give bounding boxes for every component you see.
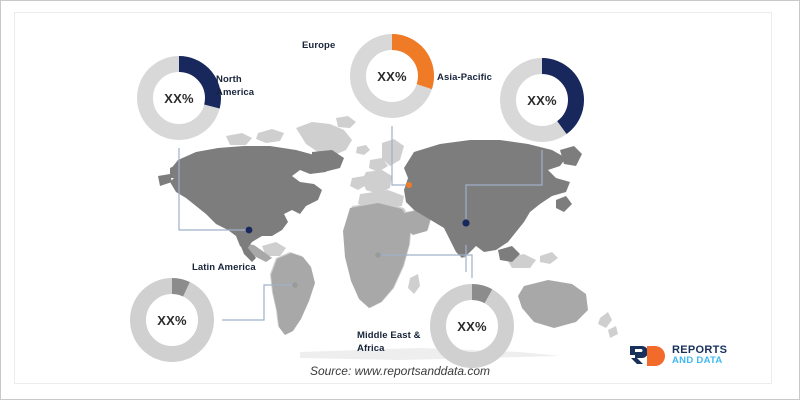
donut-latin-america[interactable]: XX%: [124, 272, 220, 368]
marker-europe: [406, 182, 412, 188]
map-connectors: [178, 126, 543, 321]
region-label-latin-america: Latin America: [192, 262, 256, 273]
marker-latin-america: [292, 282, 298, 288]
donut-europe[interactable]: XX%: [344, 28, 440, 124]
region-label-asia-pacific: Asia-Pacific: [437, 72, 493, 83]
donut-segment: [137, 56, 221, 140]
logo-wordmark: REPORTS AND DATA: [672, 343, 728, 366]
donut-latin-america-svg: [130, 278, 214, 362]
map-markers: [245, 182, 470, 288]
map-land-highlight: [158, 140, 582, 262]
region-label-middle-east-africa: Middle East & Africa: [357, 330, 421, 354]
donut-segment: [500, 58, 584, 142]
donut-track: [130, 278, 214, 362]
donut-asia-pacific[interactable]: XX%: [494, 52, 590, 148]
rd-monogram-icon: [630, 346, 665, 366]
donut-segment: [430, 284, 514, 368]
reports-and-data-logo: REPORTS AND DATA: [628, 344, 727, 366]
marker-middle-east-africa: [375, 252, 381, 258]
donut-middle-east-africa[interactable]: XX%: [424, 278, 520, 374]
source-caption: Source: www.reportsanddata.com: [309, 364, 491, 378]
region-label-europe: Europe: [302, 40, 336, 51]
donut-track: [430, 284, 514, 368]
donut-middle-east-africa-svg: [430, 284, 514, 368]
donut-north-america-svg: [137, 56, 221, 140]
donut-europe-svg: [350, 34, 434, 118]
logo-line-2: AND DATA: [672, 354, 723, 366]
marker-north-america: [245, 226, 253, 234]
donut-asia-pacific-svg: [500, 58, 584, 142]
region-label-north-america: North America: [216, 74, 255, 98]
logo-line-1: REPORTS: [672, 343, 728, 356]
donut-segment: [350, 34, 434, 118]
donut-segment: [130, 278, 214, 362]
marker-asia-pacific: [462, 219, 470, 227]
map-land-mid: [241, 203, 588, 335]
donut-north-america[interactable]: XX%: [131, 50, 227, 146]
